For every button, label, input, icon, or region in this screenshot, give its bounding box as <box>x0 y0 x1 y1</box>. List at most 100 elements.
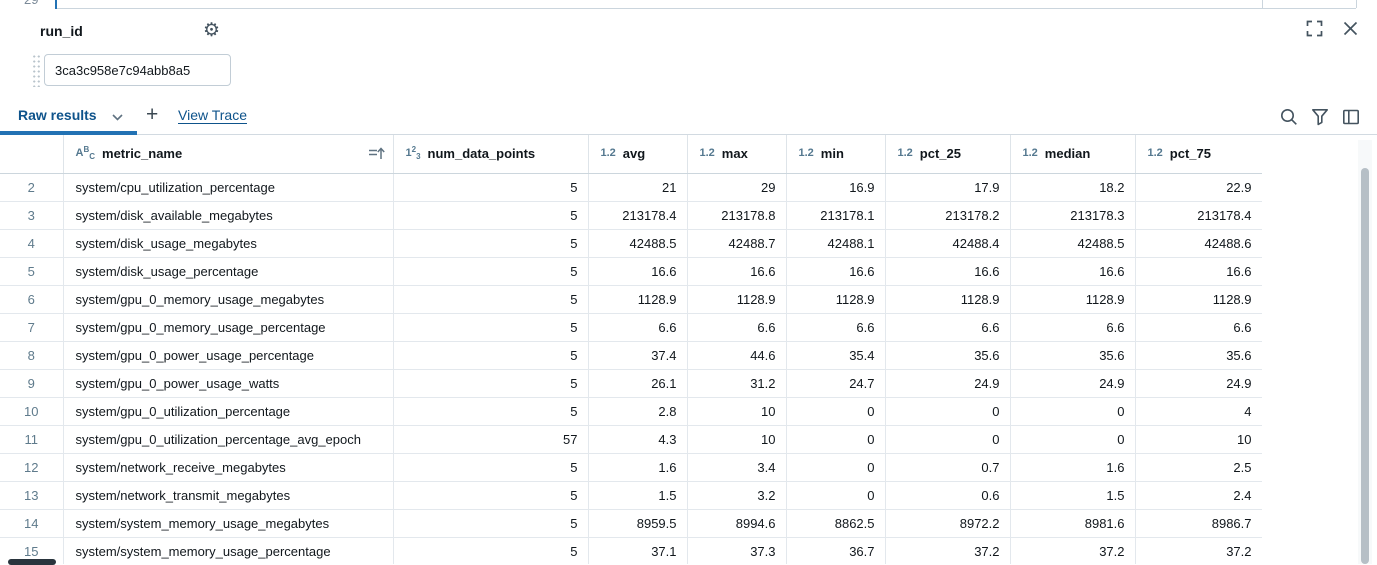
cell-pct_25[interactable]: 8972.2 <box>885 509 1011 538</box>
cell-min[interactable]: 0 <box>786 397 886 426</box>
cell-avg[interactable]: 37.1 <box>588 537 688 564</box>
row-number[interactable]: 7 <box>0 313 64 342</box>
column-header-num_data_points[interactable]: 123 num_data_points <box>393 135 589 174</box>
cell-median[interactable]: 8981.6 <box>1010 509 1136 538</box>
side-panel-icon[interactable] <box>1342 108 1360 126</box>
row-number[interactable]: 10 <box>0 397 64 426</box>
cell-max[interactable]: 31.2 <box>687 369 787 398</box>
cell-metric_name[interactable]: system/disk_available_megabytes <box>63 201 394 230</box>
cell-avg[interactable]: 26.1 <box>588 369 688 398</box>
filter-icon[interactable] <box>1311 108 1329 126</box>
cell-median[interactable]: 213178.3 <box>1010 201 1136 230</box>
cell-min[interactable]: 0 <box>786 481 886 510</box>
column-header-min[interactable]: 1.2 min <box>786 135 886 174</box>
cell-avg[interactable]: 6.6 <box>588 313 688 342</box>
row-number[interactable]: 4 <box>0 229 64 258</box>
cell-max[interactable]: 42488.7 <box>687 229 787 258</box>
row-number[interactable]: 5 <box>0 257 64 286</box>
row-number[interactable]: 3 <box>0 201 64 230</box>
cell-pct_25[interactable]: 0.6 <box>885 481 1011 510</box>
cell-max[interactable]: 8994.6 <box>687 509 787 538</box>
cell-pct_75[interactable]: 1128.9 <box>1135 285 1262 314</box>
cell-avg[interactable]: 1.6 <box>588 453 688 482</box>
cell-pct_75[interactable]: 6.6 <box>1135 313 1262 342</box>
row-number[interactable]: 14 <box>0 509 64 538</box>
cell-num_data_points[interactable]: 5 <box>393 481 589 510</box>
row-number[interactable]: 13 <box>0 481 64 510</box>
cell-metric_name[interactable]: system/gpu_0_power_usage_watts <box>63 369 394 398</box>
cell-pct_75[interactable]: 2.5 <box>1135 453 1262 482</box>
cell-num_data_points[interactable]: 5 <box>393 285 589 314</box>
column-header-pct_25[interactable]: 1.2 pct_25 <box>885 135 1011 174</box>
cell-median[interactable]: 6.6 <box>1010 313 1136 342</box>
cell-max[interactable]: 10 <box>687 425 787 454</box>
cell-metric_name[interactable]: system/network_transmit_megabytes <box>63 481 394 510</box>
cell-median[interactable]: 1.5 <box>1010 481 1136 510</box>
cell-median[interactable]: 1128.9 <box>1010 285 1136 314</box>
cell-metric_name[interactable]: system/disk_usage_megabytes <box>63 229 394 258</box>
drag-handle[interactable] <box>32 54 41 87</box>
cell-min[interactable]: 213178.1 <box>786 201 886 230</box>
cell-avg[interactable]: 2.8 <box>588 397 688 426</box>
cell-pct_25[interactable]: 17.9 <box>885 173 1011 202</box>
cell-pct_75[interactable]: 8986.7 <box>1135 509 1262 538</box>
cell-num_data_points[interactable]: 5 <box>393 313 589 342</box>
cell-max[interactable]: 213178.8 <box>687 201 787 230</box>
cell-min[interactable]: 42488.1 <box>786 229 886 258</box>
cell-pct_25[interactable]: 213178.2 <box>885 201 1011 230</box>
cell-metric_name[interactable]: system/gpu_0_utilization_percentage <box>63 397 394 426</box>
cell-pct_75[interactable]: 35.6 <box>1135 341 1262 370</box>
cell-pct_75[interactable]: 213178.4 <box>1135 201 1262 230</box>
cell-max[interactable]: 3.2 <box>687 481 787 510</box>
horizontal-scrollbar-thumb[interactable] <box>8 559 56 565</box>
cell-min[interactable]: 8862.5 <box>786 509 886 538</box>
row-number[interactable]: 2 <box>0 173 64 202</box>
cell-num_data_points[interactable]: 5 <box>393 453 589 482</box>
cell-metric_name[interactable]: system/cpu_utilization_percentage <box>63 173 394 202</box>
row-number[interactable]: 6 <box>0 285 64 314</box>
cell-metric_name[interactable]: system/gpu_0_utilization_percentage_avg_… <box>63 425 394 454</box>
cell-avg[interactable]: 42488.5 <box>588 229 688 258</box>
cell-pct_75[interactable]: 2.4 <box>1135 481 1262 510</box>
cell-pct_25[interactable]: 0.7 <box>885 453 1011 482</box>
gear-icon[interactable]: ⚙ <box>203 20 221 41</box>
cell-num_data_points[interactable]: 5 <box>393 257 589 286</box>
cell-median[interactable]: 42488.5 <box>1010 229 1136 258</box>
tab-raw-results[interactable]: Raw results <box>18 107 97 123</box>
cell-min[interactable]: 16.6 <box>786 257 886 286</box>
cell-max[interactable]: 6.6 <box>687 313 787 342</box>
cell-avg[interactable]: 213178.4 <box>588 201 688 230</box>
cell-num_data_points[interactable]: 5 <box>393 397 589 426</box>
cell-metric_name[interactable]: system/system_memory_usage_megabytes <box>63 509 394 538</box>
cell-min[interactable]: 1128.9 <box>786 285 886 314</box>
cell-avg[interactable]: 1128.9 <box>588 285 688 314</box>
cell-median[interactable]: 1.6 <box>1010 453 1136 482</box>
cell-pct_75[interactable]: 37.2 <box>1135 537 1262 564</box>
cell-median[interactable]: 35.6 <box>1010 341 1136 370</box>
cell-pct_25[interactable]: 1128.9 <box>885 285 1011 314</box>
cell-max[interactable]: 3.4 <box>687 453 787 482</box>
cell-avg[interactable]: 4.3 <box>588 425 688 454</box>
cell-pct_25[interactable]: 0 <box>885 425 1011 454</box>
cell-median[interactable]: 24.9 <box>1010 369 1136 398</box>
column-header-metric_name[interactable]: ABC metric_name <box>63 135 394 174</box>
cell-pct_75[interactable]: 22.9 <box>1135 173 1262 202</box>
cell-pct_25[interactable]: 42488.4 <box>885 229 1011 258</box>
cell-metric_name[interactable]: system/gpu_0_power_usage_percentage <box>63 341 394 370</box>
row-number[interactable]: 12 <box>0 453 64 482</box>
cell-median[interactable]: 16.6 <box>1010 257 1136 286</box>
cell-num_data_points[interactable]: 5 <box>393 369 589 398</box>
cell-num_data_points[interactable]: 5 <box>393 229 589 258</box>
close-icon[interactable] <box>1342 20 1359 37</box>
column-header-pct_75[interactable]: 1.2 pct_75 <box>1135 135 1262 174</box>
cell-metric_name[interactable]: system/gpu_0_memory_usage_megabytes <box>63 285 394 314</box>
column-header-avg[interactable]: 1.2 avg <box>588 135 688 174</box>
cell-avg[interactable]: 16.6 <box>588 257 688 286</box>
cell-pct_25[interactable]: 24.9 <box>885 369 1011 398</box>
cell-pct_75[interactable]: 10 <box>1135 425 1262 454</box>
cell-min[interactable]: 35.4 <box>786 341 886 370</box>
sort-ascending-icon[interactable] <box>368 147 385 160</box>
cell-pct_25[interactable]: 35.6 <box>885 341 1011 370</box>
cell-min[interactable]: 16.9 <box>786 173 886 202</box>
vertical-scrollbar-thumb[interactable] <box>1361 168 1369 564</box>
